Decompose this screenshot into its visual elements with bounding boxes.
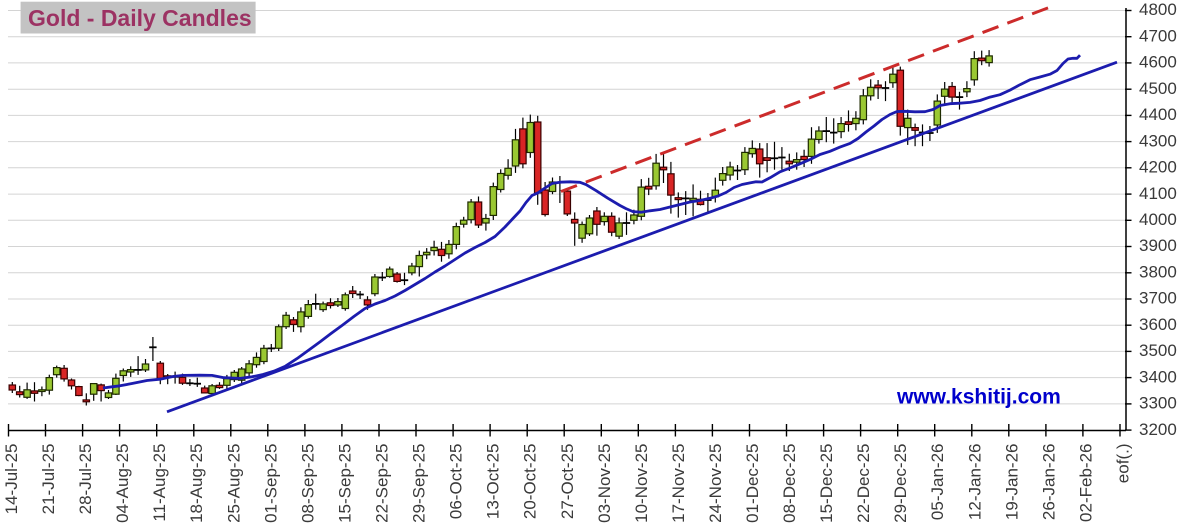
svg-text:12-Jan-26: 12-Jan-26 <box>965 444 984 521</box>
svg-text:eof(.): eof(.) <box>1114 444 1133 484</box>
svg-text:25-Aug-25: 25-Aug-25 <box>224 444 243 523</box>
svg-text:28-Jul-25: 28-Jul-25 <box>76 444 95 515</box>
svg-text:3500: 3500 <box>1139 341 1177 360</box>
svg-text:01-Dec-25: 01-Dec-25 <box>743 444 762 523</box>
svg-text:08-Sep-25: 08-Sep-25 <box>298 444 317 523</box>
svg-text:4500: 4500 <box>1139 79 1177 98</box>
svg-text:19-Jan-26: 19-Jan-26 <box>1002 444 1021 521</box>
svg-text:3200: 3200 <box>1139 420 1177 439</box>
svg-text:3900: 3900 <box>1139 236 1177 255</box>
svg-text:17-Nov-25: 17-Nov-25 <box>669 444 688 523</box>
svg-text:15-Dec-25: 15-Dec-25 <box>817 444 836 523</box>
svg-text:15-Sep-25: 15-Sep-25 <box>335 444 354 523</box>
svg-text:www.kshitij.com: www.kshitij.com <box>896 386 1061 409</box>
svg-text:4300: 4300 <box>1139 131 1177 150</box>
svg-text:4600: 4600 <box>1139 53 1177 72</box>
svg-text:3700: 3700 <box>1139 289 1177 308</box>
svg-text:20-Oct-25: 20-Oct-25 <box>521 444 540 520</box>
svg-text:4700: 4700 <box>1139 26 1177 45</box>
svg-text:01-Sep-25: 01-Sep-25 <box>261 444 280 523</box>
svg-text:4400: 4400 <box>1139 105 1177 124</box>
svg-text:10-Nov-25: 10-Nov-25 <box>632 444 651 523</box>
svg-text:3300: 3300 <box>1139 394 1177 413</box>
svg-text:Gold - Daily Candles: Gold - Daily Candles <box>28 5 252 31</box>
svg-text:4100: 4100 <box>1139 184 1177 203</box>
svg-text:22-Sep-25: 22-Sep-25 <box>373 444 392 523</box>
svg-text:26-Jan-26: 26-Jan-26 <box>1039 444 1058 521</box>
svg-text:27-Oct-25: 27-Oct-25 <box>558 444 577 520</box>
svg-text:21-Jul-25: 21-Jul-25 <box>39 444 58 515</box>
svg-text:3600: 3600 <box>1139 315 1177 334</box>
svg-text:4200: 4200 <box>1139 158 1177 177</box>
svg-text:02-Feb-26: 02-Feb-26 <box>1076 444 1095 522</box>
svg-text:29-Dec-25: 29-Dec-25 <box>891 444 910 523</box>
svg-text:11-Aug-25: 11-Aug-25 <box>150 444 169 522</box>
svg-text:3800: 3800 <box>1139 262 1177 281</box>
svg-text:4800: 4800 <box>1139 0 1177 19</box>
svg-text:03-Nov-25: 03-Nov-25 <box>595 444 614 523</box>
svg-text:04-Aug-25: 04-Aug-25 <box>113 444 132 523</box>
svg-text:06-Oct-25: 06-Oct-25 <box>447 443 466 519</box>
svg-text:24-Nov-25: 24-Nov-25 <box>706 444 725 523</box>
svg-text:29-Sep-25: 29-Sep-25 <box>410 444 429 523</box>
svg-text:05-Jan-26: 05-Jan-26 <box>928 444 947 521</box>
svg-text:18-Aug-25: 18-Aug-25 <box>187 444 206 523</box>
svg-text:14-Jul-25: 14-Jul-25 <box>2 444 21 515</box>
svg-text:13-Oct-25: 13-Oct-25 <box>484 443 503 519</box>
svg-text:4000: 4000 <box>1139 210 1177 229</box>
svg-text:3400: 3400 <box>1139 367 1177 386</box>
svg-text:22-Dec-25: 22-Dec-25 <box>854 444 873 523</box>
svg-text:08-Dec-25: 08-Dec-25 <box>780 444 799 523</box>
